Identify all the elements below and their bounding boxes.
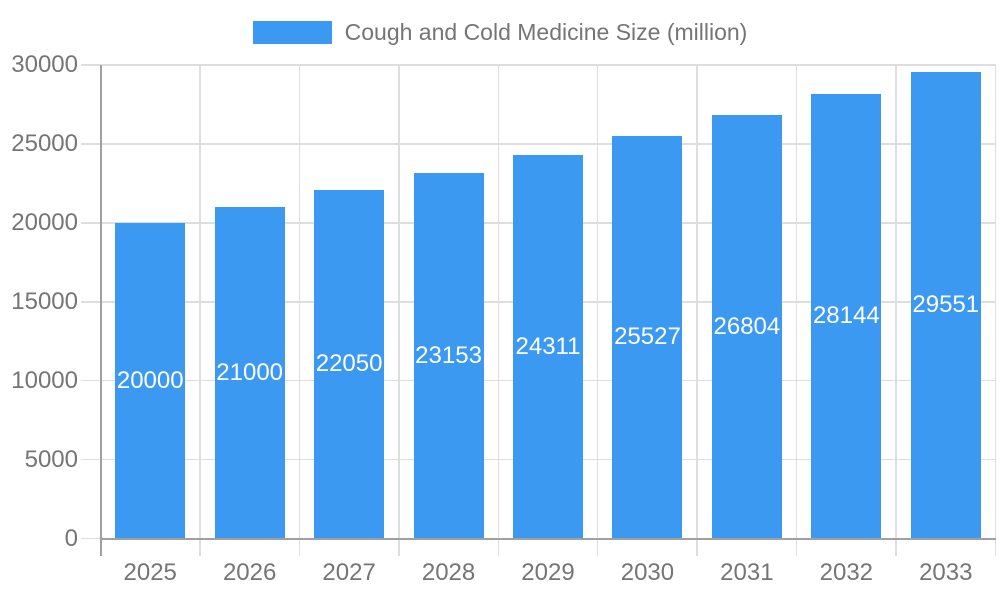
bar[interactable]: [513, 154, 583, 539]
y-axis-tick-label: 10000: [11, 366, 78, 394]
y-axis-tick-label: 25000: [11, 129, 78, 157]
bar[interactable]: [314, 190, 385, 539]
bar-value-label: 21000: [216, 358, 284, 386]
x-gridline: [795, 65, 798, 556]
x-axis-tick-label: 2026: [222, 559, 277, 586]
y-axis-tick-label: 20000: [11, 208, 78, 236]
y-axis-tick-label: 5000: [24, 445, 78, 473]
y-tick: [80, 537, 101, 540]
bar-value-label: 25527: [614, 323, 681, 351]
y-axis-tick-label: 30000: [11, 51, 78, 78]
y-axis-line: [99, 65, 102, 556]
bar-value-label: 28144: [812, 302, 880, 330]
x-gridline: [298, 65, 301, 556]
x-axis-tick-label: 2033: [919, 559, 973, 586]
bar[interactable]: [413, 173, 484, 539]
x-axis-tick-label: 2028: [421, 559, 476, 586]
bar[interactable]: [612, 135, 683, 539]
bar[interactable]: [214, 207, 285, 539]
x-gridline: [994, 65, 997, 556]
bar[interactable]: [115, 222, 186, 539]
legend[interactable]: Cough and Cold Medicine Size (million): [0, 18, 1000, 46]
x-gridline: [497, 65, 500, 556]
x-axis-tick-label: 2025: [123, 559, 177, 586]
x-axis-tick-label: 2032: [819, 559, 874, 586]
bar-value-label: 23153: [415, 341, 482, 369]
x-axis-tick-label: 2029: [521, 559, 575, 586]
bar-value-label: 26804: [713, 312, 781, 340]
y-gridline: [80, 64, 996, 66]
bar[interactable]: [910, 72, 981, 539]
bar-value-label: 20000: [116, 366, 184, 394]
y-axis-tick-label: 15000: [11, 287, 78, 315]
x-axis-tick-label: 2030: [620, 559, 675, 586]
bar[interactable]: [711, 115, 782, 539]
bar-value-label: 22050: [315, 350, 383, 378]
x-gridline: [199, 65, 201, 556]
legend-swatch: [252, 20, 332, 44]
bar[interactable]: [811, 94, 882, 539]
x-gridline: [596, 65, 599, 556]
x-gridline: [895, 65, 897, 556]
y-gridline: [80, 143, 996, 145]
x-axis-baseline: [99, 537, 996, 540]
x-axis-tick-label: 2031: [720, 559, 774, 586]
bar-value-label: 24311: [515, 332, 581, 360]
x-gridline: [398, 65, 400, 556]
x-gridline: [696, 65, 698, 556]
bar-value-label: 29551: [912, 291, 980, 319]
legend-series-label: Cough and Cold Medicine Size (million): [344, 18, 748, 45]
x-axis-tick-label: 2027: [322, 559, 376, 586]
y-axis-tick-label: 0: [64, 524, 78, 552]
